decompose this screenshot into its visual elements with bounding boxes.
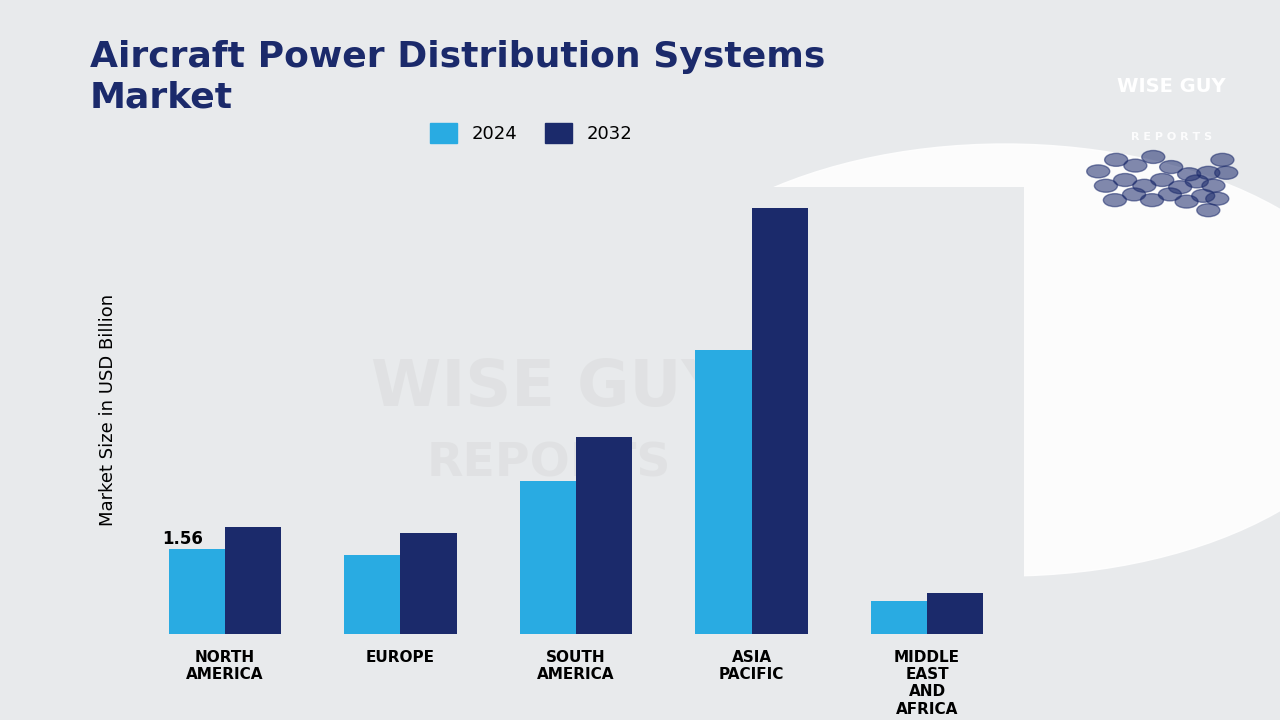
Y-axis label: Market Size in USD Billion: Market Size in USD Billion [99,294,116,526]
Bar [520,481,576,634]
Bar [401,533,457,634]
Text: 1.56: 1.56 [161,530,202,548]
Text: REPORTS: REPORTS [426,441,672,487]
Text: WISE GUY: WISE GUY [371,357,727,419]
Bar [927,593,983,634]
Bar [695,350,751,634]
Text: R E P O R T S: R E P O R T S [1130,132,1212,142]
Text: WISE GUY: WISE GUY [1117,77,1225,96]
Bar [169,549,225,634]
Bar [225,527,282,634]
Bar [344,554,401,634]
Legend: 2024, 2032: 2024, 2032 [424,116,639,150]
Bar [576,437,632,634]
Bar [870,601,927,634]
Text: Aircraft Power Distribution Systems
Market: Aircraft Power Distribution Systems Mark… [90,40,826,114]
Bar [751,209,808,634]
